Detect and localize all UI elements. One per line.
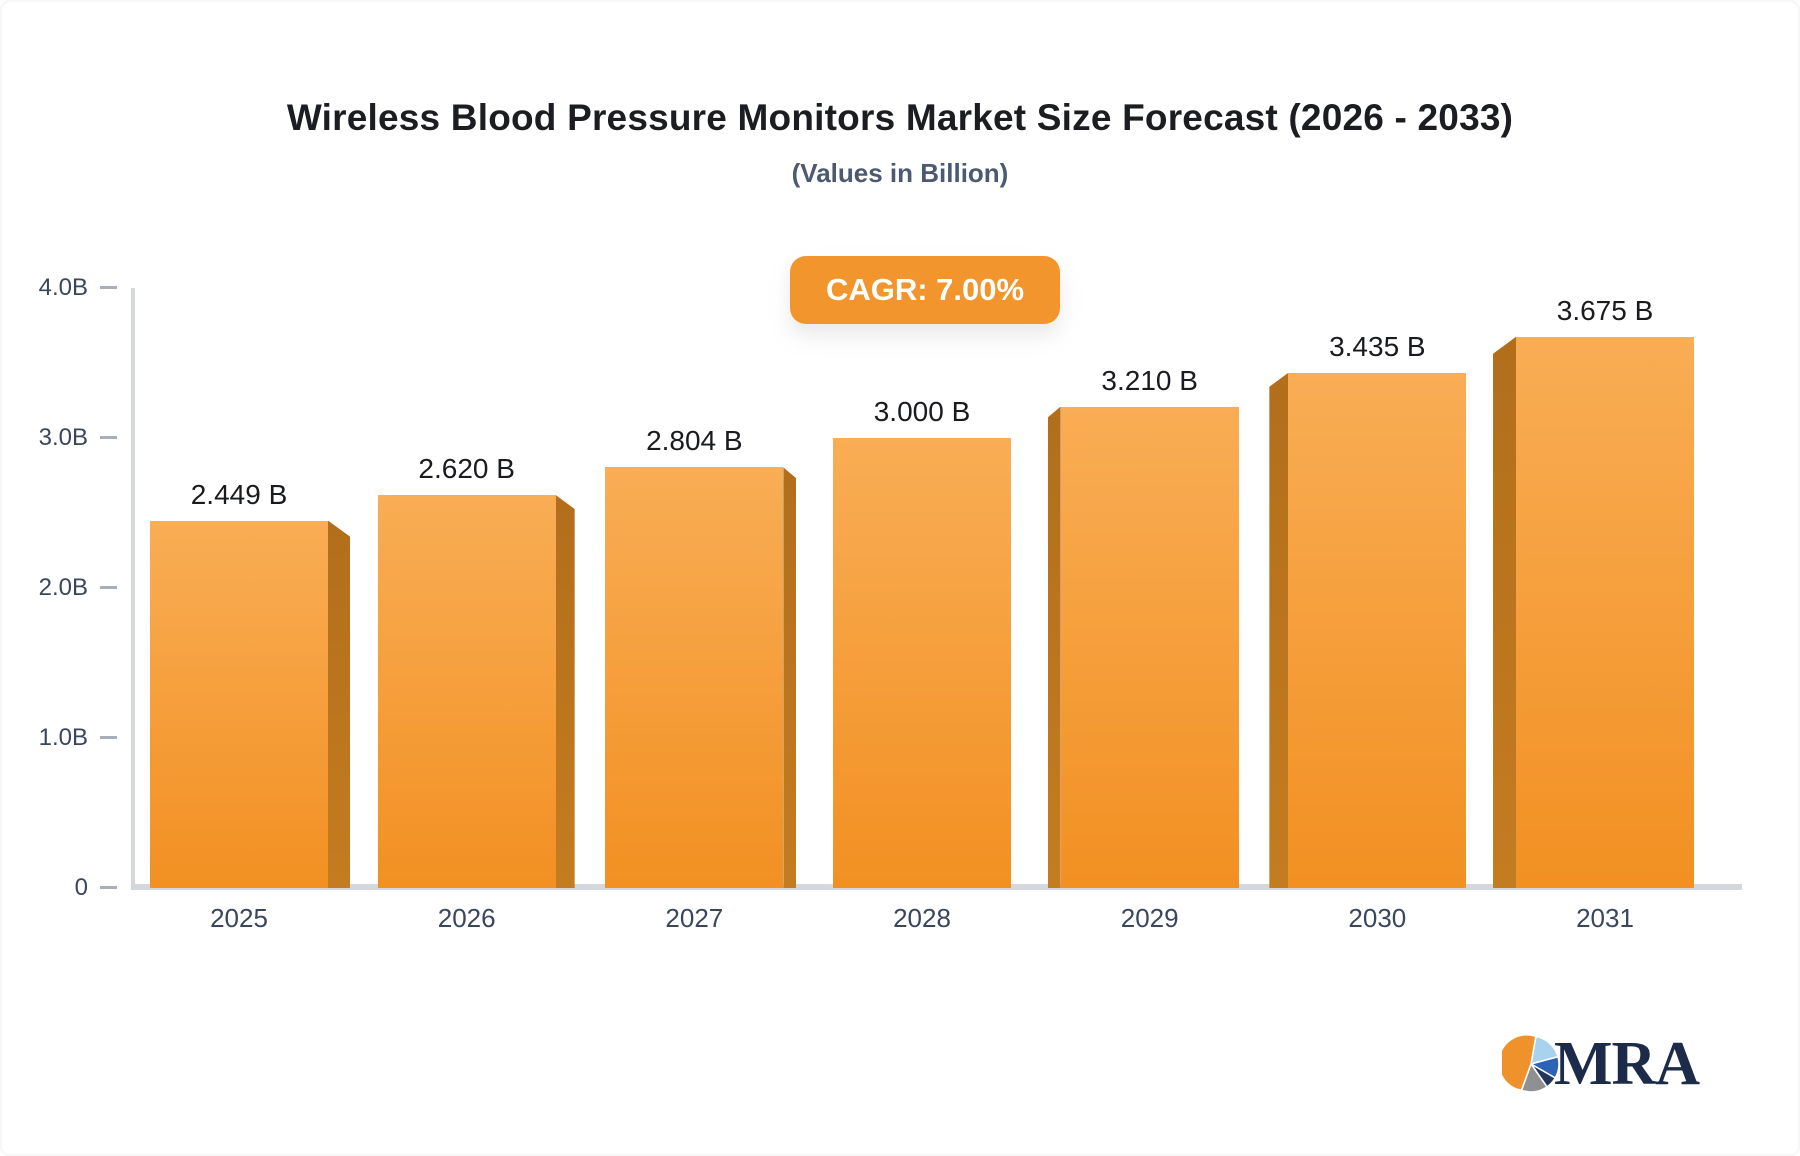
y-tick-label: 3.0B [38,424,88,451]
bar-2025[interactable] [150,520,328,888]
bar-value-label-2029: 3.210 B [1101,364,1198,396]
x-axis-label-2028: 2028 [893,903,951,933]
cagr-badge: CAGR: 7.00% [790,256,1060,324]
y-axis-line [131,288,135,889]
bar-2028[interactable] [833,438,1011,888]
y-tick-label: 0 [74,874,88,901]
y-tick-mark [100,436,117,439]
bar-value-label-2030: 3.435 B [1329,330,1426,362]
y-tick-label: 2.0B [38,574,88,601]
bar-side-2029 [1047,406,1061,888]
x-axis-label-2027: 2027 [665,903,724,933]
bar-2030[interactable] [1288,372,1467,888]
bar-value-label-2026: 2.620 B [418,453,515,484]
bar-value-label-2025: 2.449 B [190,478,288,510]
x-axis-label-2025: 2025 [210,903,268,933]
bar-2026[interactable] [377,495,556,888]
mra-logo: MRA [1502,1030,1700,1098]
bar-value-label-2031: 3.675 B [1556,294,1654,326]
y-tick-label: 4.0B [38,274,88,301]
bar-side-2025 [328,520,350,888]
y-tick-mark [100,736,117,739]
bar-side-2026 [555,495,575,888]
bar-2031[interactable] [1516,336,1695,888]
mra-logo-pie-icon [1502,1035,1560,1093]
x-axis-label-2029: 2029 [1120,903,1179,933]
x-axis-label-2030: 2030 [1348,903,1407,933]
bar-value-label-2028: 3.000 B [873,396,971,427]
bar-2029[interactable] [1060,406,1239,888]
bar-side-2027 [783,467,797,888]
bar-2027[interactable] [605,467,784,888]
x-axis-label-2031: 2031 [1576,903,1634,933]
y-tick-mark [100,586,117,589]
chart-title: Wireless Blood Pressure Monitors Market … [286,97,1514,138]
bar-value-label-2027: 2.804 B [646,425,743,457]
y-tick-mark [100,886,117,889]
chart-subtitle: (Values in Billion) [791,158,1009,188]
y-tick-label: 1.0B [38,724,88,751]
x-axis-label-2026: 2026 [437,903,496,933]
mra-logo-text: MRA [1554,1030,1700,1098]
y-tick-mark [100,286,117,289]
bar-side-2030 [1269,372,1289,888]
bar-side-2031 [1493,336,1517,888]
